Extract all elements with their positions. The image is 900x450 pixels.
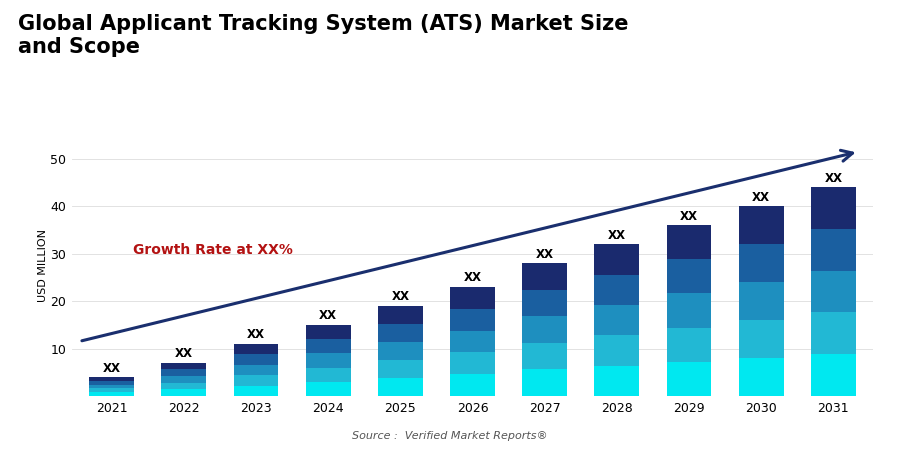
Bar: [234, 364, 278, 375]
Bar: [450, 287, 495, 309]
Bar: [811, 187, 856, 229]
Bar: [811, 354, 856, 396]
Text: XX: XX: [536, 248, 554, 261]
Text: XX: XX: [103, 362, 121, 375]
Bar: [450, 309, 495, 330]
Bar: [89, 377, 134, 381]
Bar: [378, 360, 423, 378]
Bar: [595, 274, 639, 305]
Bar: [234, 386, 278, 396]
Text: XX: XX: [175, 347, 193, 360]
Bar: [89, 392, 134, 396]
Bar: [595, 305, 639, 335]
Bar: [378, 306, 423, 324]
Bar: [522, 316, 567, 343]
Text: XX: XX: [608, 229, 625, 242]
Bar: [378, 324, 423, 342]
Text: XX: XX: [320, 310, 338, 323]
Bar: [450, 374, 495, 396]
Bar: [739, 358, 784, 396]
Bar: [667, 328, 711, 362]
Bar: [161, 363, 206, 369]
Bar: [306, 382, 350, 396]
Bar: [89, 388, 134, 392]
Bar: [595, 366, 639, 396]
Bar: [595, 244, 639, 274]
Text: Source :  Verified Market Reports®: Source : Verified Market Reports®: [352, 431, 548, 441]
Text: XX: XX: [680, 210, 698, 223]
Bar: [378, 342, 423, 360]
Bar: [89, 385, 134, 388]
Bar: [378, 378, 423, 396]
Text: XX: XX: [392, 290, 410, 303]
Text: XX: XX: [824, 172, 842, 185]
Y-axis label: USD MILLION: USD MILLION: [39, 229, 49, 302]
Bar: [522, 343, 567, 369]
Bar: [234, 375, 278, 386]
Bar: [161, 376, 206, 382]
Bar: [522, 263, 567, 290]
Text: XX: XX: [464, 271, 482, 284]
Bar: [306, 325, 350, 339]
Text: XX: XX: [752, 191, 770, 204]
Text: XX: XX: [247, 328, 265, 342]
Bar: [811, 312, 856, 354]
Bar: [595, 335, 639, 366]
Bar: [234, 354, 278, 365]
Bar: [89, 381, 134, 385]
Bar: [522, 290, 567, 316]
Bar: [811, 271, 856, 312]
Bar: [739, 282, 784, 320]
Bar: [161, 389, 206, 396]
Bar: [667, 293, 711, 328]
Bar: [161, 369, 206, 376]
Bar: [306, 353, 350, 368]
Bar: [739, 320, 784, 358]
Bar: [450, 352, 495, 374]
Bar: [811, 229, 856, 271]
Text: Global Applicant Tracking System (ATS) Market Size
and Scope: Global Applicant Tracking System (ATS) M…: [18, 14, 628, 57]
Text: Growth Rate at XX%: Growth Rate at XX%: [133, 243, 293, 256]
Bar: [522, 369, 567, 396]
Bar: [739, 244, 784, 282]
Bar: [161, 382, 206, 389]
Bar: [306, 339, 350, 353]
Bar: [306, 368, 350, 382]
Bar: [739, 206, 784, 244]
Bar: [234, 344, 278, 354]
Bar: [667, 225, 711, 259]
Bar: [667, 259, 711, 293]
Bar: [450, 330, 495, 352]
Bar: [667, 362, 711, 396]
